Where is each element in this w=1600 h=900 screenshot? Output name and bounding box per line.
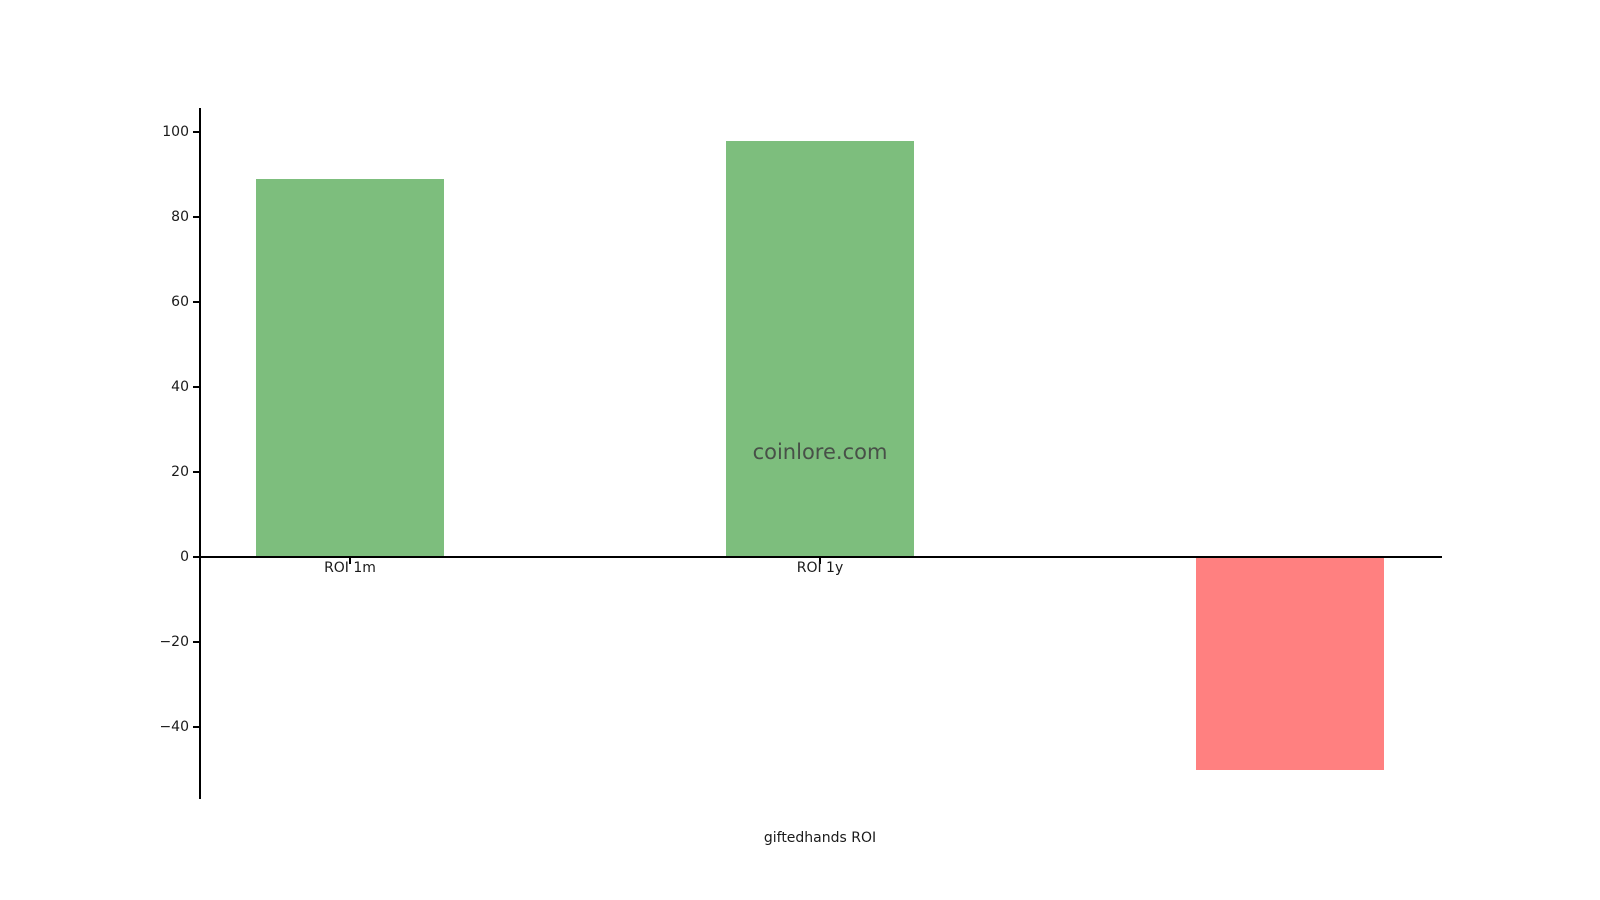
y-axis-tick-label: 80 (171, 209, 189, 225)
y-axis-tick-label: −40 (159, 719, 189, 735)
bar-roi-1y (726, 140, 914, 557)
y-axis-tick-label: 20 (171, 464, 189, 480)
y-axis-tick-label: 100 (162, 124, 189, 140)
y-axis-spine (199, 108, 201, 799)
watermark-text: coinlore.com (752, 440, 888, 464)
y-axis-tick (193, 216, 200, 218)
x-axis-line (200, 556, 1442, 558)
x-axis-tick-label: ROI 1m (324, 560, 376, 576)
chart-x-axis-title: giftedhands ROI (763, 830, 877, 846)
x-axis-tick-label: ROI 1y (796, 560, 844, 576)
y-axis-tick-label: 60 (171, 294, 189, 310)
bar-roi-1m (256, 178, 444, 557)
y-axis-tick-label: −20 (159, 634, 189, 650)
y-axis-tick (193, 301, 200, 303)
bar-unlabeled-3 (1196, 557, 1384, 770)
y-axis-tick-label: 40 (171, 379, 189, 395)
x-axis-tick (349, 557, 351, 564)
x-axis-tick (819, 557, 821, 564)
y-axis-tick (193, 726, 200, 728)
y-axis-tick (193, 556, 200, 558)
y-axis-tick (193, 641, 200, 643)
y-axis-tick-label: 0 (180, 549, 189, 565)
y-axis-tick (193, 131, 200, 133)
y-axis-tick (193, 386, 200, 388)
y-axis-tick (193, 471, 200, 473)
